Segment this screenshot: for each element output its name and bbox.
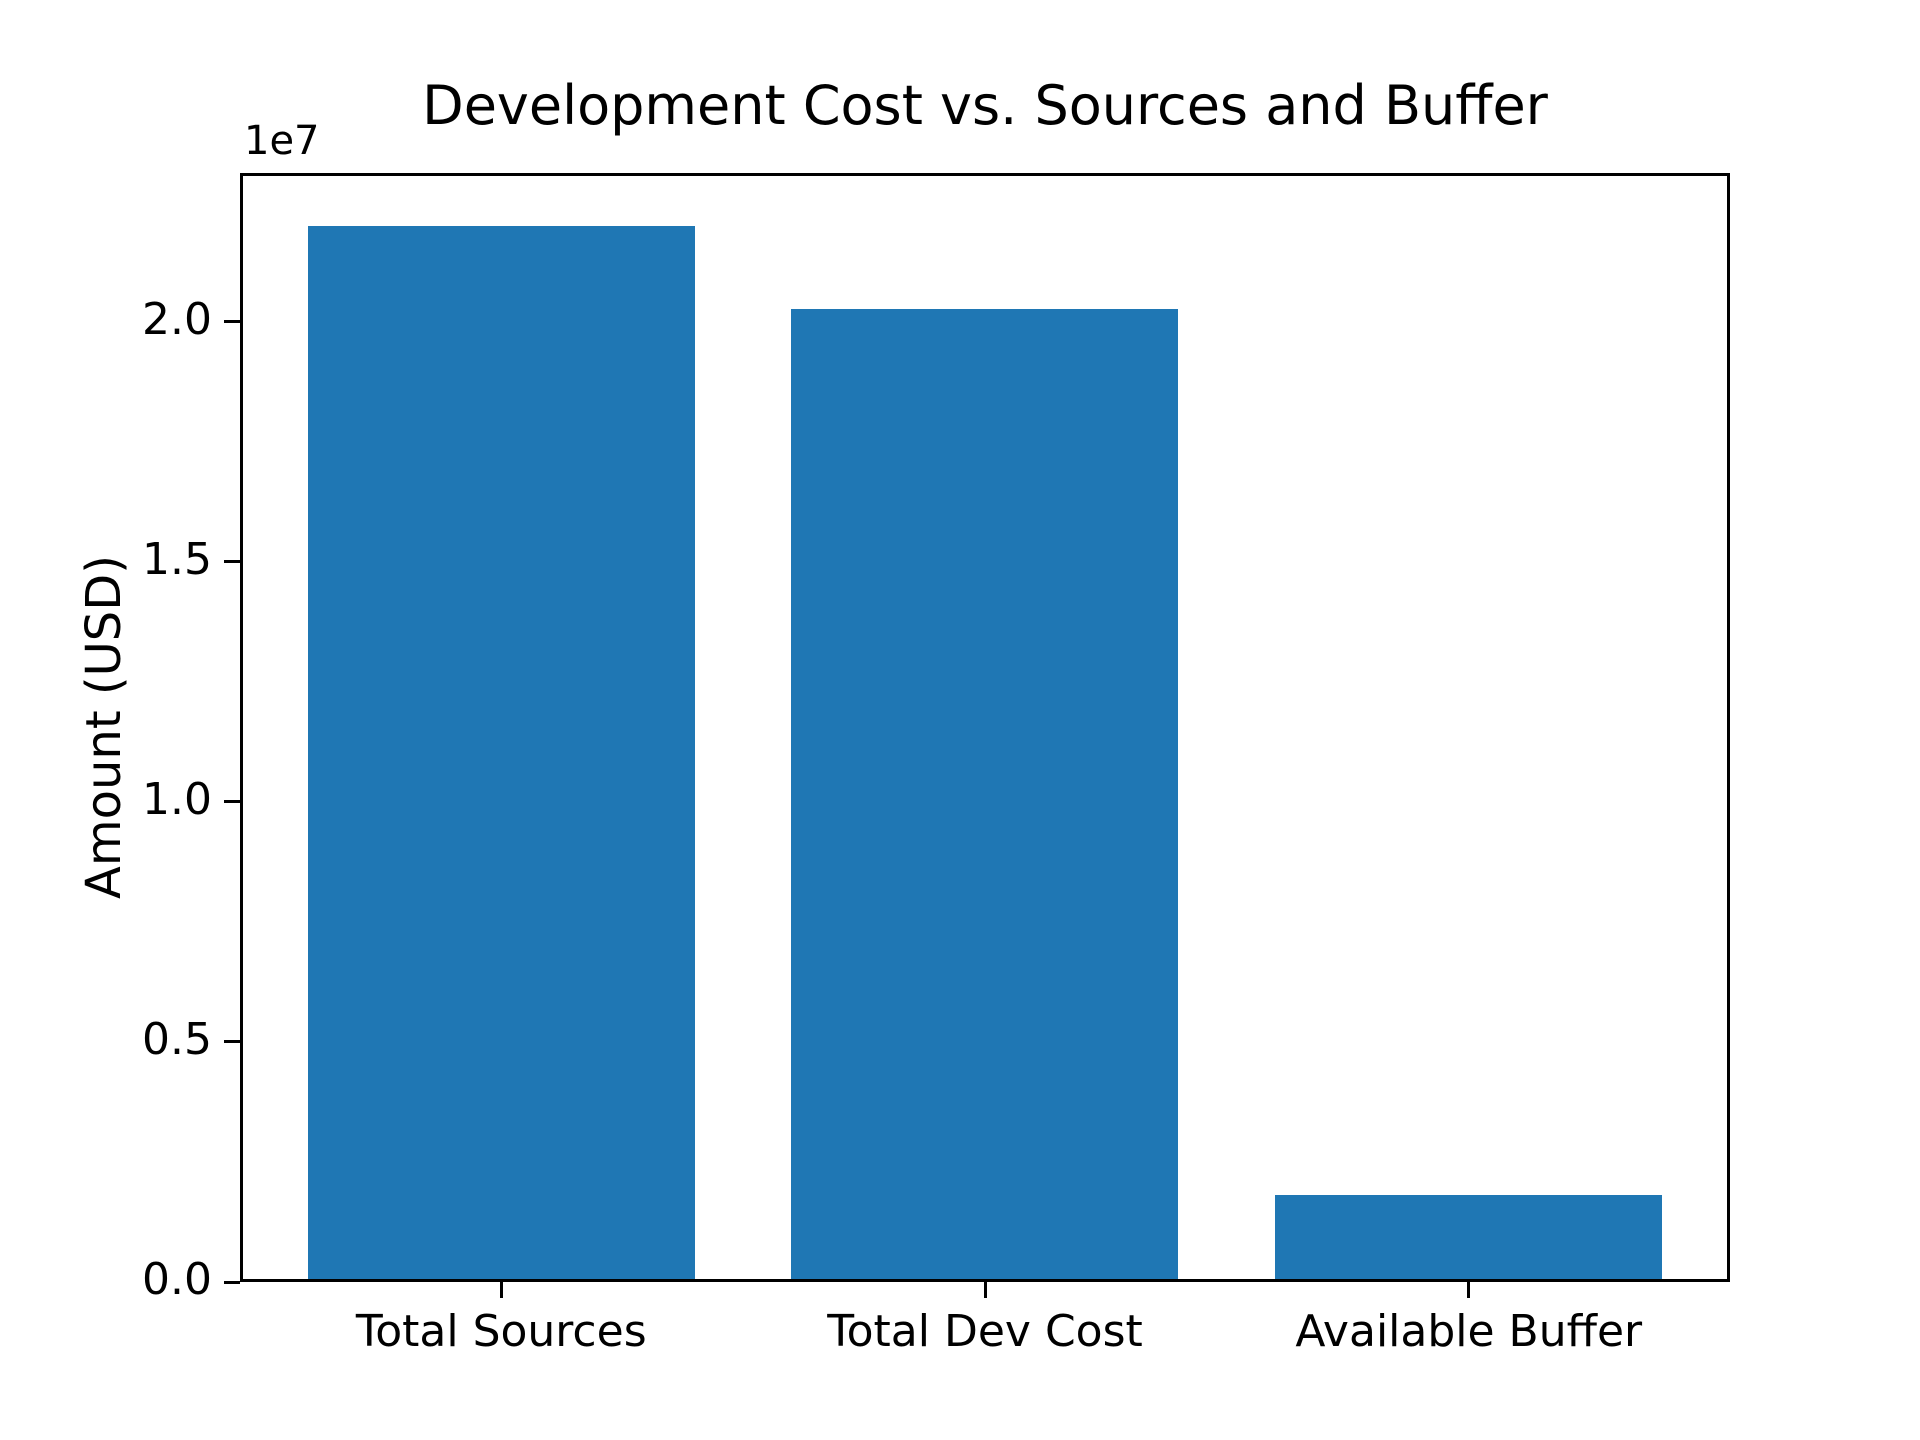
x-tick-label-available-buffer: Available Buffer: [1295, 1306, 1643, 1357]
y-tick-label-2.0: 2.0: [142, 294, 212, 346]
y-tick-mark: [224, 1040, 240, 1044]
x-tick-mark: [1467, 1282, 1471, 1298]
y-tick-mark: [224, 320, 240, 324]
y-tick-label-1.5: 1.5: [142, 534, 212, 586]
chart-title: Development Cost vs. Sources and Buffer: [422, 74, 1548, 137]
y-tick-mark: [224, 800, 240, 804]
x-tick-mark: [499, 1282, 503, 1298]
y-tick-label-0.0: 0.0: [142, 1254, 212, 1306]
plot-area: [240, 173, 1730, 1282]
x-tick-label-total-dev-cost: Total Dev Cost: [827, 1306, 1143, 1357]
x-tick-label-total-sources: Total Sources: [355, 1306, 647, 1357]
y-axis-offset-label: 1e7: [244, 118, 320, 164]
y-tick-label-0.5: 0.5: [142, 1014, 212, 1066]
bar-total-sources: [307, 225, 695, 1279]
bar-total-dev-cost: [791, 309, 1179, 1279]
y-tick-label-1.0: 1.0: [142, 774, 212, 826]
bar-available-buffer: [1275, 1195, 1663, 1279]
y-tick-mark: [224, 560, 240, 564]
y-tick-mark: [224, 1280, 240, 1284]
y-axis-label: Amount (USD): [76, 555, 132, 899]
x-tick-mark: [983, 1282, 987, 1298]
